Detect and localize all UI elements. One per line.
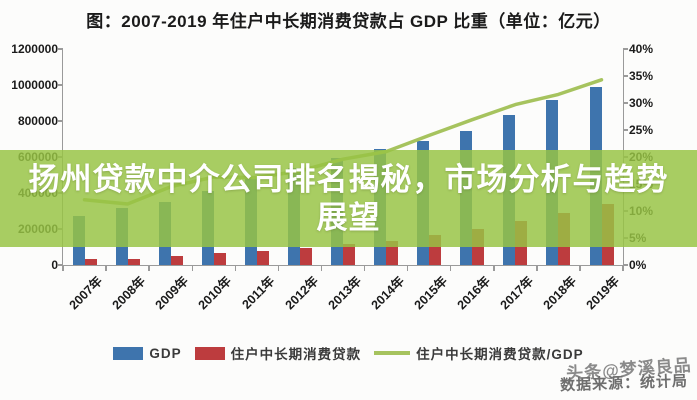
x-axis-tickmark: [62, 266, 64, 271]
bar-loans-2007年: [84, 259, 97, 265]
banner-text-line2: 展望: [316, 199, 381, 235]
x-axis-label: 2015年: [411, 273, 450, 313]
right-axis-tick-label: 35%: [629, 69, 654, 83]
data-source-note: 数据来源：统计局: [559, 372, 689, 395]
right-axis-tickmark: [623, 75, 628, 77]
right-axis-tick-label: 40%: [629, 42, 654, 56]
bar-loans-2011年: [256, 250, 269, 265]
legend-item: 住户中长期消费贷款: [194, 343, 362, 363]
legend-label: 住户中长期消费贷款: [230, 347, 362, 362]
x-axis-label: 2008年: [109, 273, 149, 313]
x-axis-label: 2011年: [239, 273, 278, 312]
left-axis-tickmark: [58, 264, 63, 266]
x-axis-tickmark: [622, 266, 624, 271]
x-axis-tickmark: [536, 266, 538, 271]
x-axis-label: 2010年: [196, 273, 235, 313]
bar-loans-2013年: [343, 244, 355, 265]
left-axis-tick-label: 1000000: [11, 78, 58, 92]
bar-loans-2010年: [213, 252, 226, 265]
overlay-banner: 扬州贷款中介公司排名揭秘，市场分析与趋势 展望: [0, 150, 697, 247]
right-axis-tick-label: 0%: [629, 258, 647, 272]
legend-line-swatch: [374, 351, 411, 355]
x-axis-tickmark: [363, 266, 366, 271]
right-axis-tickmark: [623, 102, 628, 104]
legend-bar-swatch: [194, 346, 225, 360]
left-axis-tick-label: 800000: [17, 114, 58, 128]
x-axis-tickmark: [579, 266, 581, 271]
x-axis-label: 2019年: [583, 273, 623, 313]
x-axis-tickmark: [493, 266, 495, 271]
x-axis-tickmark: [320, 266, 323, 271]
x-axis-label: 2013年: [325, 273, 364, 313]
x-axis-tickmark: [105, 266, 107, 271]
chart-title: 图：2007-2019 年住户中长期消费贷款占 GDP 比重（单位：亿元）: [86, 12, 611, 31]
right-axis-tick-label: 25%: [629, 123, 654, 137]
x-axis-label: 2014年: [368, 273, 407, 313]
x-axis-label: 2012年: [282, 273, 321, 313]
chart-legend: GDP 住户中长期消费贷款 住户中长期消费贷款/GDP: [0, 343, 697, 363]
left-axis-tickmark: [58, 120, 63, 122]
x-axis-tickmark: [191, 266, 193, 271]
left-axis-tickmark: [58, 84, 63, 86]
right-axis-tickmark: [623, 264, 628, 266]
legend-label: GDP: [149, 345, 182, 361]
x-axis-label: 2016年: [454, 273, 493, 313]
left-axis-tick-label: 0: [51, 258, 58, 272]
bar-loans-2012年: [299, 248, 312, 265]
x-axis-label: 2009年: [153, 273, 192, 313]
x-axis-tickmark: [234, 266, 237, 271]
right-axis-tickmark: [623, 48, 628, 50]
right-axis-tickmark: [623, 129, 628, 131]
legend-item: GDP: [113, 346, 181, 361]
left-axis-tick-label: 1200000: [11, 42, 58, 56]
legend-label: 住户中长期消费贷款/GDP: [416, 347, 584, 362]
right-axis-tick-label: 30%: [629, 96, 654, 110]
x-axis-tickmark: [148, 266, 150, 271]
bar-loans-2008年: [127, 258, 140, 265]
left-axis-tickmark: [58, 48, 63, 50]
x-axis-tickmark: [449, 266, 452, 271]
x-axis-label: 2007年: [66, 273, 106, 313]
x-axis-label: 2017年: [497, 273, 537, 313]
x-axis-tickmark: [406, 266, 409, 271]
banner-text-line1: 扬州贷款中介公司排名揭秘，市场分析与趋势: [28, 161, 669, 197]
legend-bar-swatch: [113, 346, 144, 360]
legend-item: 住户中长期消费贷款/GDP: [374, 343, 584, 363]
x-axis-label: 2018年: [540, 273, 580, 313]
bar-loans-2009年: [170, 255, 183, 265]
x-axis-tickmark: [277, 266, 280, 271]
